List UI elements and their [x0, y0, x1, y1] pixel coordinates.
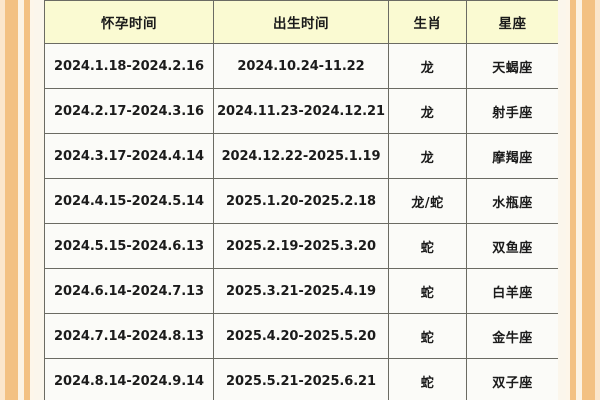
border-stripe-2 — [5, 0, 18, 400]
cell-chinese_zodiac: 蛇 — [388, 268, 467, 314]
decorative-right-border — [556, 0, 600, 400]
cell-pregnancy_period: 2024.2.17-2024.3.16 — [44, 88, 214, 134]
cell-star_sign: 天蝎座 — [466, 43, 558, 89]
cell-birth_period: 2025.4.20-2025.5.20 — [213, 313, 389, 359]
cell-pregnancy_period: 2024.7.14-2024.8.13 — [44, 313, 214, 359]
border-stripe-6 — [34, 0, 44, 400]
table-row: 2024.6.14-2024.7.13 2025.3.21-2025.4.19 蛇白… — [44, 268, 558, 314]
cell-birth_period: 2025.3.21-2025.4.19 — [213, 268, 389, 314]
border-stripe-5 — [30, 0, 34, 400]
border-stripe-3 — [18, 0, 24, 400]
cell-chinese_zodiac: 龙/蛇 — [388, 178, 467, 224]
column-header-chinese-zodiac: 生肖 — [388, 0, 467, 44]
decorative-left-border — [0, 0, 44, 400]
cell-pregnancy_period: 2024.5.15-2024.6.13 — [44, 223, 214, 269]
table-header: 怀孕时间 出生时间 生肖 星座 — [44, 0, 558, 44]
table-row: 2024.1.18-2024.2.16 2024.10.24-11.22 龙天蝎座 — [44, 43, 558, 89]
cell-birth_period: 2024.11.23-2024.12.21 — [213, 88, 389, 134]
table-row: 2024.8.14-2024.9.14 2025.5.21-2025.6.21 蛇双… — [44, 358, 558, 400]
border-stripe-5 — [566, 0, 570, 400]
border-stripe-3 — [576, 0, 582, 400]
cell-chinese_zodiac: 龙 — [388, 133, 467, 179]
cell-chinese_zodiac: 龙 — [388, 43, 467, 89]
cell-birth_period: 2025.5.21-2025.6.21 — [213, 358, 389, 400]
pregnancy-zodiac-table: 怀孕时间 出生时间 生肖 星座 2024.1.18-2024.2.16 2024.… — [44, 0, 558, 400]
table-row: 2024.2.17-2024.3.16 2024.11.23-2024.12.21… — [44, 88, 558, 134]
cell-pregnancy_period: 2024.3.17-2024.4.14 — [44, 133, 214, 179]
cell-birth_period: 2024.10.24-11.22 — [213, 43, 389, 89]
cell-star_sign: 水瓶座 — [466, 178, 558, 224]
column-header-pregnancy-period: 怀孕时间 — [44, 0, 214, 44]
cell-star_sign: 白羊座 — [466, 268, 558, 314]
cell-star_sign: 摩羯座 — [466, 133, 558, 179]
cell-pregnancy_period: 2024.1.18-2024.2.16 — [44, 43, 214, 89]
cell-chinese_zodiac: 蛇 — [388, 358, 467, 400]
cell-chinese_zodiac: 蛇 — [388, 313, 467, 359]
cell-star_sign: 双鱼座 — [466, 223, 558, 269]
table-scroll-region: 怀孕时间 出生时间 生肖 星座 2024.1.18-2024.2.16 2024.… — [44, 0, 558, 400]
table-row: 2024.3.17-2024.4.14 2024.12.22-2025.1.19 龙… — [44, 133, 558, 179]
border-stripe-1 — [595, 0, 600, 400]
table-body: 2024.1.18-2024.2.16 2024.10.24-11.22 龙天蝎座 2… — [44, 43, 558, 400]
table-row: 2024.5.15-2024.6.13 2025.2.19-2025.3.20 蛇双… — [44, 223, 558, 269]
border-stripe-4 — [24, 0, 30, 400]
cell-star_sign: 射手座 — [466, 88, 558, 134]
cell-birth_period: 2024.12.22-2025.1.19 — [213, 133, 389, 179]
cell-star_sign: 金牛座 — [466, 313, 558, 359]
border-stripe-6 — [556, 0, 566, 400]
cell-pregnancy_period: 2024.4.15-2024.5.14 — [44, 178, 214, 224]
cell-pregnancy_period: 2024.6.14-2024.7.13 — [44, 268, 214, 314]
cell-chinese_zodiac: 龙 — [388, 88, 467, 134]
column-header-birth-period: 出生时间 — [213, 0, 389, 44]
border-stripe-4 — [570, 0, 576, 400]
cell-birth_period: 2025.1.20-2025.2.18 — [213, 178, 389, 224]
table-header-row: 怀孕时间 出生时间 生肖 星座 — [44, 0, 558, 44]
table-row: 2024.4.15-2024.5.14 2025.1.20-2025.2.18 龙/… — [44, 178, 558, 224]
cell-pregnancy_period: 2024.8.14-2024.9.14 — [44, 358, 214, 400]
cell-birth_period: 2025.2.19-2025.3.20 — [213, 223, 389, 269]
table-row: 2024.7.14-2024.8.13 2025.4.20-2025.5.20 蛇金… — [44, 313, 558, 359]
cell-chinese_zodiac: 蛇 — [388, 223, 467, 269]
border-stripe-2 — [582, 0, 595, 400]
column-header-star-sign: 星座 — [466, 0, 558, 44]
border-stripe-1 — [0, 0, 5, 400]
cell-star_sign: 双子座 — [466, 358, 558, 400]
